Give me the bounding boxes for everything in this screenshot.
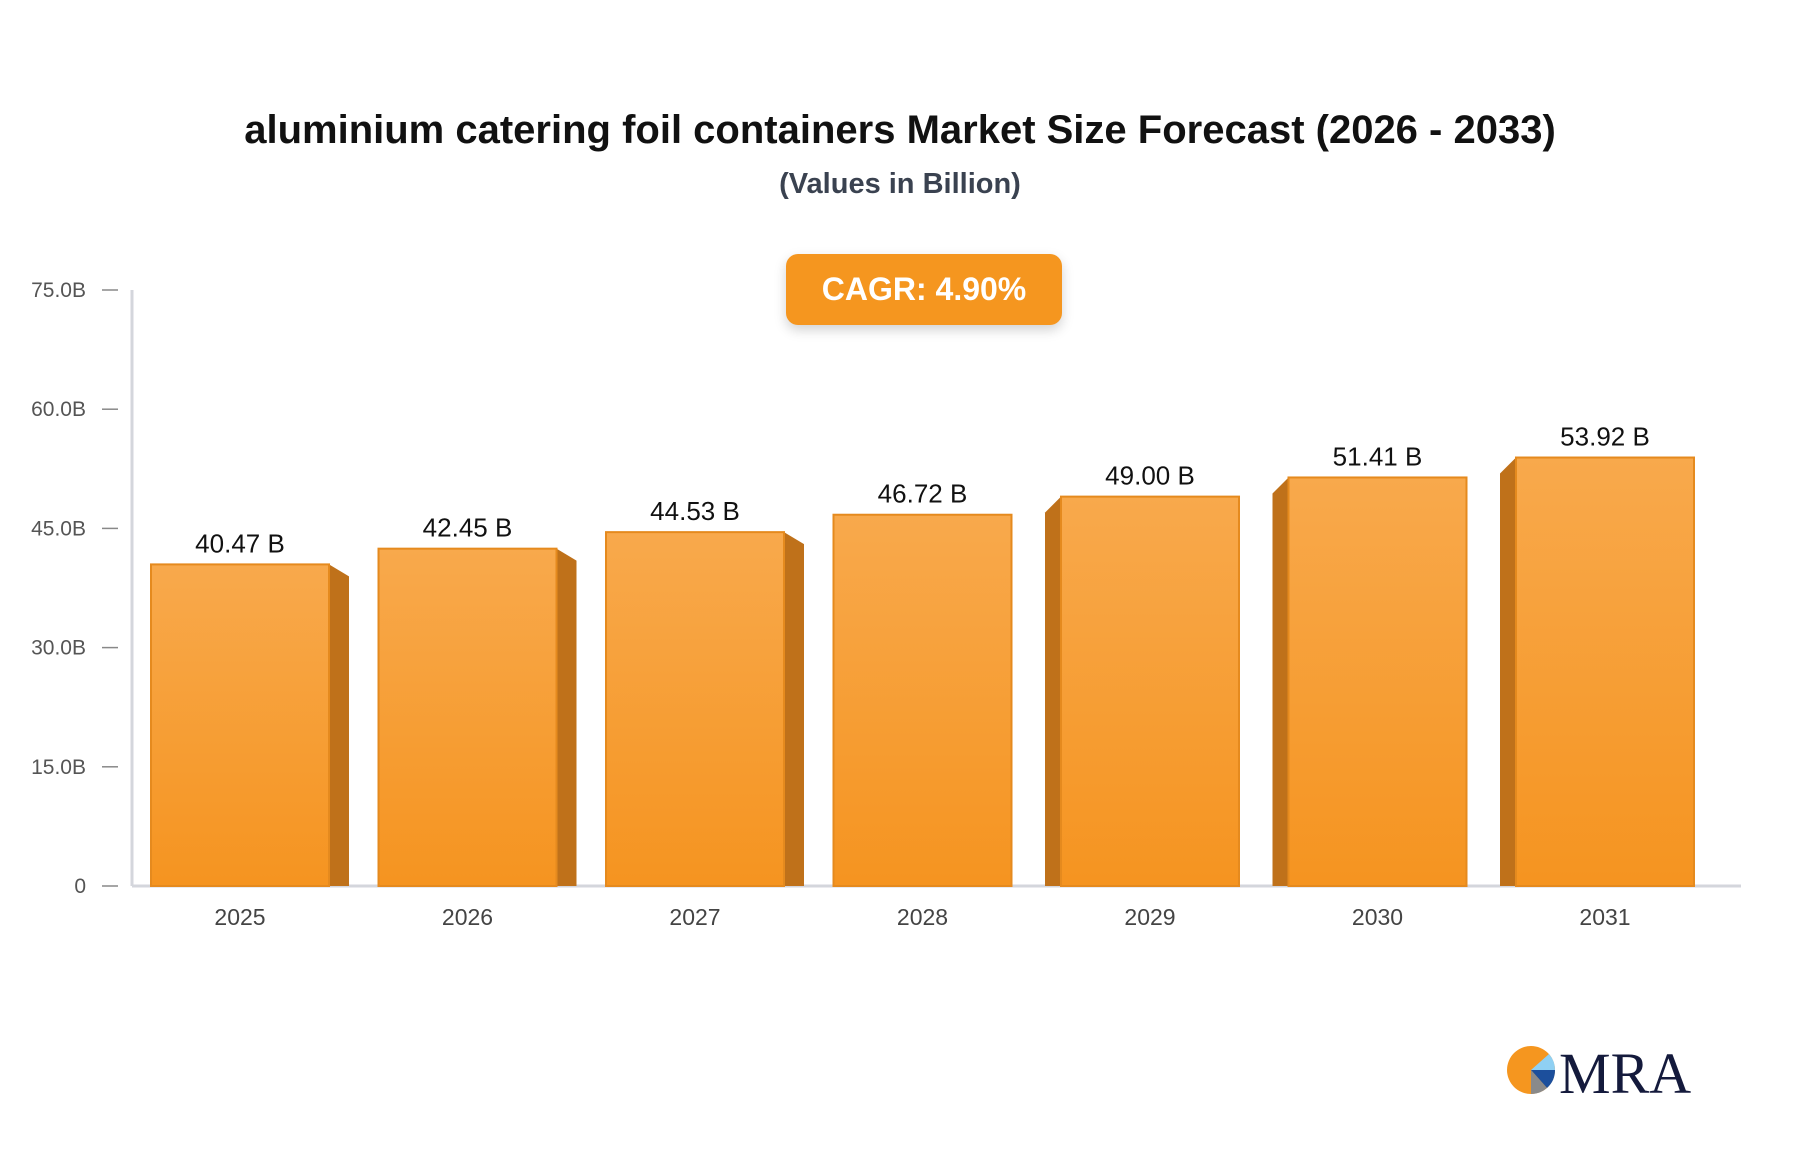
- bar: [150, 563, 330, 887]
- x-tick-label: 2031: [1579, 904, 1630, 930]
- y-tick-label: 75.0B: [31, 279, 86, 302]
- cagr-badge: CAGR: 4.90%: [786, 254, 1062, 325]
- chart-subtitle: (Values in Billion): [779, 168, 1021, 200]
- mra-logo: MRA: [1507, 1041, 1691, 1100]
- bar-side: [1272, 477, 1289, 886]
- x-tick-label: 2025: [214, 904, 265, 930]
- bar-value-label: 40.47 B: [195, 528, 285, 558]
- y-tick-label: 60.0B: [31, 398, 86, 421]
- x-tick-label: 2030: [1352, 904, 1403, 930]
- bar-side: [1045, 496, 1061, 886]
- bar-side: [329, 564, 349, 886]
- bar: [1287, 476, 1468, 887]
- bar-value-label: 42.45 B: [423, 513, 513, 543]
- bar: [1515, 456, 1695, 887]
- bar: [605, 531, 785, 888]
- bar-value-label: 51.41 B: [1333, 441, 1423, 471]
- x-tick-label: 2027: [669, 904, 720, 930]
- bar-value-label: 46.72 B: [878, 479, 968, 509]
- bar-side: [556, 548, 577, 886]
- bar-value-label: 49.00 B: [1105, 461, 1195, 491]
- logo-text: MRA: [1559, 1041, 1691, 1100]
- bar: [1060, 495, 1240, 887]
- y-tick-label: 15.0B: [31, 756, 86, 779]
- bar: [377, 547, 558, 887]
- x-tick-label: 2029: [1124, 904, 1175, 930]
- bar-side: [784, 532, 804, 886]
- x-tick-label: 2026: [442, 904, 493, 930]
- y-tick-label: 45.0B: [31, 517, 86, 540]
- bar-value-label: 44.53 B: [650, 496, 740, 526]
- y-tick-label: 0: [74, 875, 86, 898]
- bar: [832, 513, 1013, 888]
- y-tick-label: 30.0B: [31, 637, 86, 660]
- x-tick-label: 2028: [897, 904, 948, 930]
- bar-side: [1500, 457, 1516, 886]
- bar-value-label: 53.92 B: [1560, 422, 1650, 452]
- chart-title: aluminium catering foil containers Marke…: [244, 108, 1556, 152]
